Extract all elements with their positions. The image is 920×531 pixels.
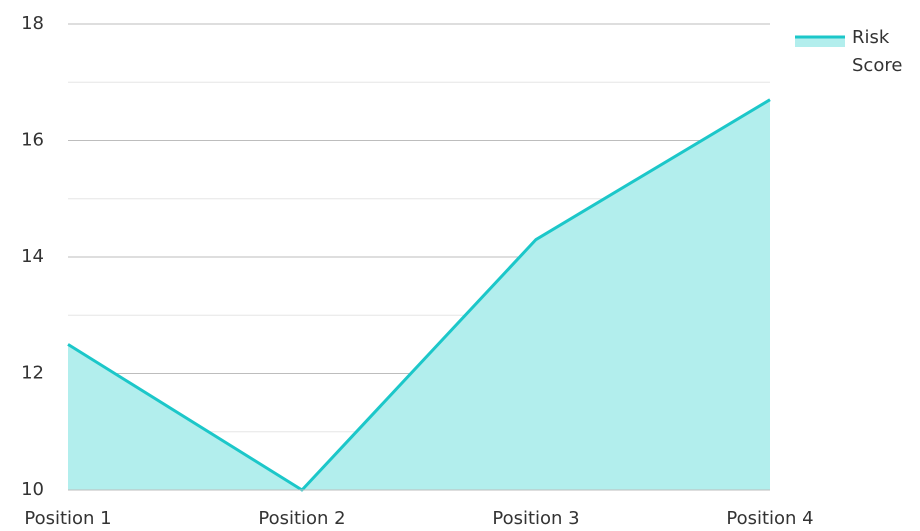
- legend-label: Risk Score: [852, 27, 903, 76]
- area-line: [67, 98, 771, 492]
- x-tick-label: Position 1: [24, 508, 111, 529]
- legend-swatch-fill: [795, 37, 845, 47]
- y-tick-label: 16: [21, 130, 44, 151]
- x-tick-label: Position 4: [726, 508, 813, 529]
- x-tick-label: Position 2: [258, 508, 345, 529]
- x-tick-label: Position 3: [492, 508, 579, 529]
- y-tick-label: 10: [21, 479, 44, 500]
- y-tick-label: 14: [21, 246, 44, 267]
- area-fill: [68, 99, 770, 490]
- y-tick-label: 12: [21, 363, 44, 384]
- y-tick-label: 18: [21, 13, 44, 34]
